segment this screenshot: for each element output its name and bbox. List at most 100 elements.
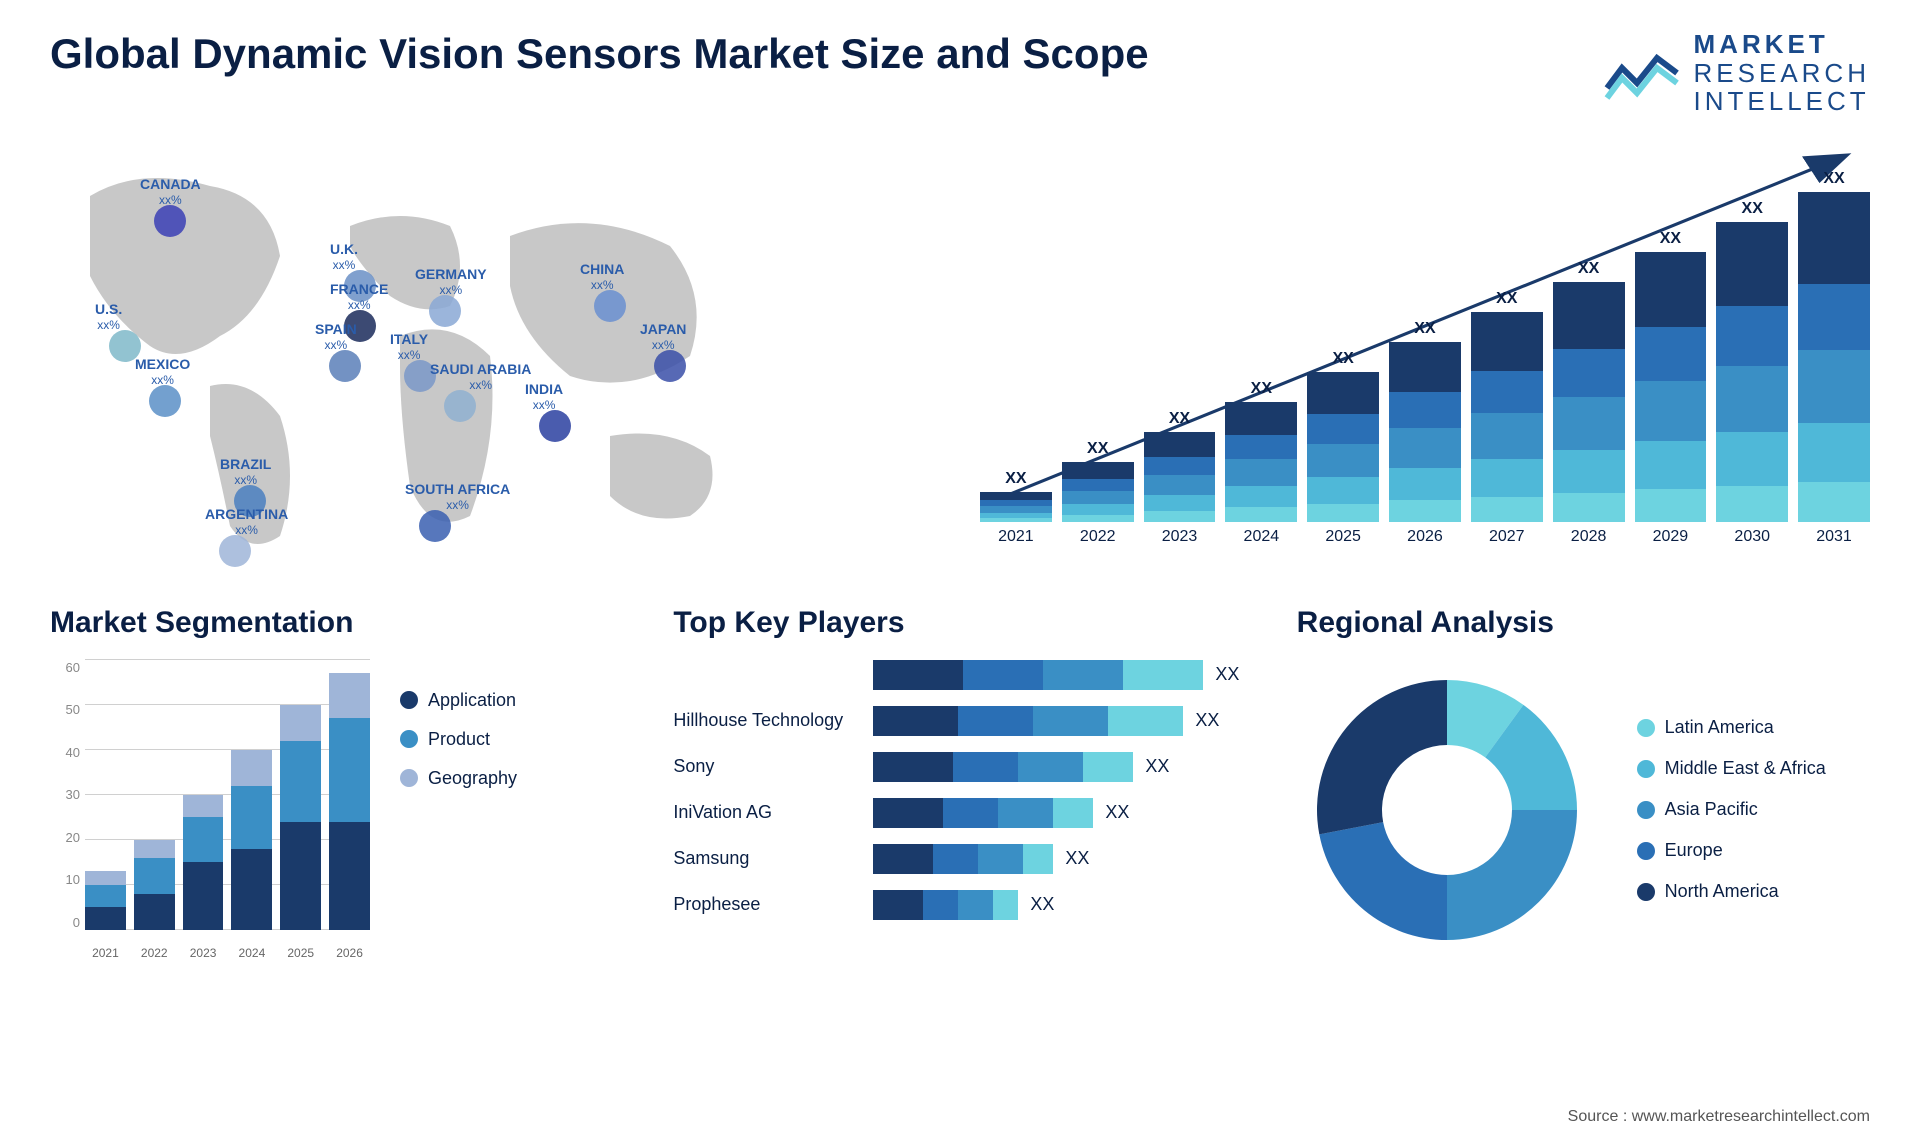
- legend-label: Application: [428, 690, 516, 711]
- growth-seg: [1798, 350, 1870, 423]
- growth-col-2031: XX2031: [1798, 170, 1870, 546]
- seg-seg: [231, 849, 272, 930]
- growth-seg: [1062, 515, 1134, 522]
- player-seg: [998, 798, 1053, 828]
- growth-seg: [1635, 252, 1707, 328]
- seg-xlabel: 2026: [329, 946, 370, 960]
- player-seg: [963, 660, 1043, 690]
- header: Global Dynamic Vision Sensors Market Siz…: [50, 30, 1870, 116]
- growth-seg: [1471, 497, 1543, 522]
- player-seg: [1108, 706, 1183, 736]
- seg-seg: [183, 795, 224, 818]
- map-label-italy: ITALYxx%: [390, 331, 428, 362]
- legend-dot-icon: [400, 691, 418, 709]
- player-seg: [923, 890, 958, 920]
- seg-ytick: 40: [50, 745, 80, 760]
- growth-col-2021: XX2021: [980, 470, 1052, 546]
- player-seg: [1023, 844, 1053, 874]
- map-label-u.k.: U.K.xx%: [330, 241, 358, 272]
- growth-col-2028: XX 2028: [1553, 260, 1625, 546]
- seg-col-2023: [183, 795, 224, 930]
- growth-bar-label: XX: [1496, 290, 1517, 308]
- player-name: Sony: [673, 756, 873, 777]
- seg-seg: [134, 858, 175, 894]
- growth-col-2024: XX2024: [1225, 380, 1297, 546]
- growth-seg: [1062, 462, 1134, 479]
- seg-seg: [231, 750, 272, 786]
- legend-dot-icon: [1637, 883, 1655, 901]
- seg-seg: [134, 894, 175, 930]
- map-label-canada: CANADAxx%: [140, 176, 201, 207]
- player-value: XX: [1145, 756, 1169, 777]
- regional-legend-item: Europe: [1637, 840, 1826, 861]
- seg-seg: [329, 822, 370, 930]
- player-bar: [873, 844, 1053, 874]
- regional-panel: Regional Analysis Latin AmericaMiddle Ea…: [1297, 606, 1870, 960]
- map-label-china: CHINAxx%: [580, 261, 624, 292]
- regional-legend: Latin AmericaMiddle East & AfricaAsia Pa…: [1637, 717, 1826, 902]
- regional-legend-item: Latin America: [1637, 717, 1826, 738]
- map-label-u.s.: U.S.xx%: [95, 301, 122, 332]
- growth-seg: [1062, 491, 1134, 504]
- growth-seg: [1716, 432, 1788, 486]
- growth-col-2029: XX2029: [1635, 230, 1707, 546]
- growth-seg: [1307, 372, 1379, 414]
- growth-bar-label: XX: [1251, 380, 1272, 398]
- map-label-india: INDIAxx%: [525, 381, 563, 412]
- seg-seg: [85, 871, 126, 885]
- growth-seg: [1225, 486, 1297, 508]
- players-chart: XXHillhouse TechnologyXXSonyXXIniVation …: [673, 660, 1246, 920]
- growth-year-label: 2028: [1571, 528, 1607, 546]
- growth-bar-label: XX: [1742, 200, 1763, 218]
- player-seg: [1053, 798, 1093, 828]
- growth-seg: [1225, 459, 1297, 485]
- growth-bar-label: XX: [1578, 260, 1599, 278]
- legend-dot-icon: [1637, 719, 1655, 737]
- player-seg: [1123, 660, 1203, 690]
- growth-seg: [1389, 428, 1461, 468]
- growth-bar-label: XX: [1660, 230, 1681, 248]
- growth-year-label: 2026: [1407, 528, 1443, 546]
- player-row: SamsungXX: [673, 844, 1246, 874]
- seg-seg: [85, 907, 126, 930]
- player-seg: [873, 844, 933, 874]
- regional-legend-item: North America: [1637, 881, 1826, 902]
- legend-label: Middle East & Africa: [1665, 758, 1826, 779]
- growth-col-2027: XX2027: [1471, 290, 1543, 546]
- player-seg: [1033, 706, 1108, 736]
- players-title: Top Key Players: [673, 606, 1246, 640]
- seg-ytick: 0: [50, 915, 80, 930]
- source-text: Source : www.marketresearchintellect.com: [1568, 1108, 1870, 1126]
- legend-dot-icon: [400, 730, 418, 748]
- logo: MARKET RESEARCH INTELLECT: [1602, 30, 1870, 116]
- page-title: Global Dynamic Vision Sensors Market Siz…: [50, 30, 1149, 78]
- map-label-germany: GERMANYxx%: [415, 266, 487, 297]
- map-label-saudi-arabia: SAUDI ARABIAxx%: [430, 361, 531, 392]
- growth-bar-label: XX: [1087, 440, 1108, 458]
- player-name: Hillhouse Technology: [673, 710, 873, 731]
- growth-year-label: 2031: [1816, 528, 1852, 546]
- growth-seg: [1144, 495, 1216, 511]
- seg-seg: [329, 673, 370, 718]
- seg-xlabel: 2021: [85, 946, 126, 960]
- growth-year-label: 2025: [1325, 528, 1361, 546]
- player-row: Sony XX: [673, 752, 1246, 782]
- growth-seg: [1716, 222, 1788, 306]
- legend-label: Europe: [1665, 840, 1723, 861]
- growth-col-2022: XX 2022: [1062, 440, 1134, 546]
- growth-seg: [1389, 500, 1461, 522]
- player-seg: [873, 706, 958, 736]
- player-name: Prophesee: [673, 894, 873, 915]
- player-seg: [873, 752, 953, 782]
- growth-col-2023: XX2023: [1144, 410, 1216, 546]
- regional-donut: [1297, 660, 1597, 960]
- player-seg: [873, 798, 943, 828]
- growth-seg: [1144, 432, 1216, 457]
- growth-seg: [1144, 511, 1216, 522]
- map-label-brazil: BRAZILxx%: [220, 456, 271, 487]
- growth-seg: [1307, 444, 1379, 477]
- donut-slice-asia-pacific: [1447, 810, 1577, 940]
- seg-xlabel: 2023: [183, 946, 224, 960]
- growth-year-label: 2022: [1080, 528, 1116, 546]
- players-panel: Top Key Players XXHillhouse TechnologyXX…: [673, 606, 1246, 960]
